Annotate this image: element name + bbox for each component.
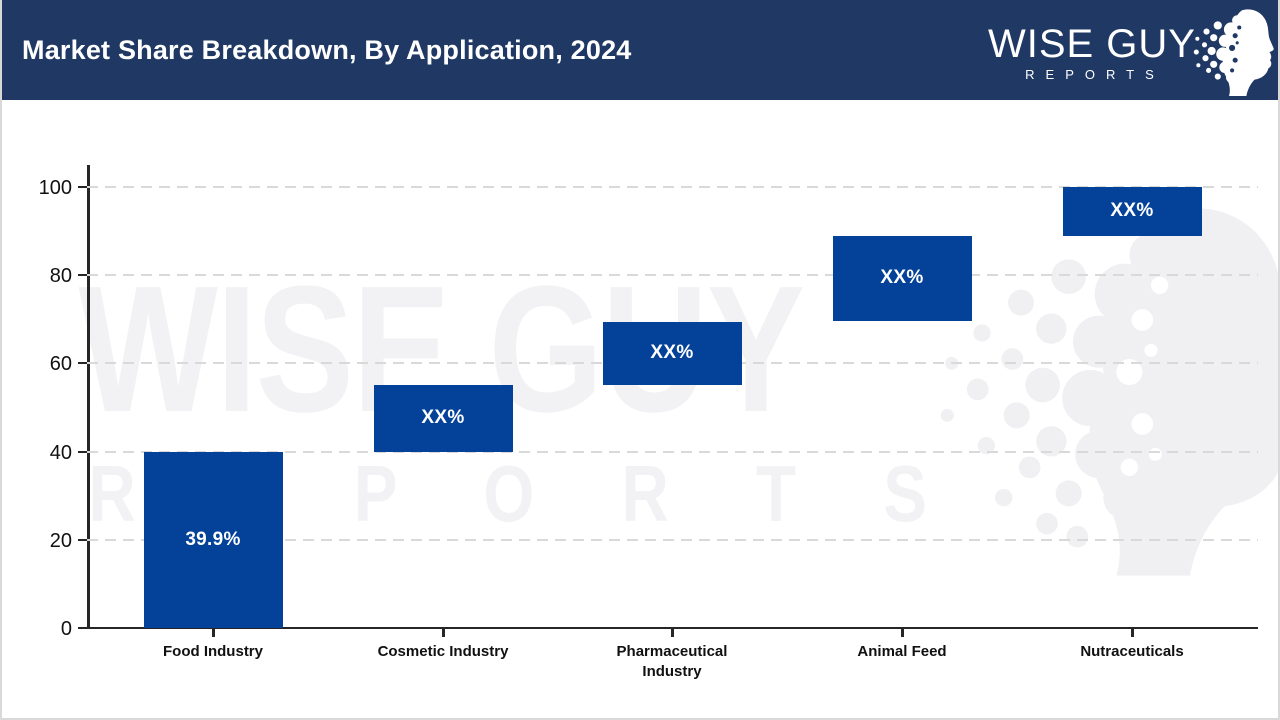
bar-value-label: 39.9% xyxy=(185,529,241,550)
bar-cosmetic-industry: XX% xyxy=(373,384,513,453)
bar-value-label: XX% xyxy=(880,267,924,289)
logo-reports-text: REPORTS xyxy=(1025,66,1165,82)
y-tick-mark xyxy=(78,186,87,188)
gridline-y20 xyxy=(87,538,1258,541)
bar-value-label: XX% xyxy=(1110,200,1154,222)
y-tick-label: 100 xyxy=(38,177,72,199)
gridline-y100 xyxy=(87,186,1258,188)
gridline-y80 xyxy=(87,274,1258,277)
x-category-label: Cosmetic Industry xyxy=(377,643,509,660)
bar-food-industry: 39.9% xyxy=(143,452,283,628)
x-tick-mark xyxy=(211,628,215,637)
y-tick-mark xyxy=(78,274,87,277)
x-category-label: Food Industry xyxy=(163,643,263,660)
logo-face-icon xyxy=(1182,5,1274,97)
header-bar: Market Share Breakdown, By Application, … xyxy=(2,0,1278,100)
y-tick-label: 20 xyxy=(49,529,72,552)
y-axis-line xyxy=(87,165,90,628)
y-tick-mark xyxy=(78,362,87,365)
bar-animal-feed: XX% xyxy=(832,235,972,322)
gridline-y40 xyxy=(87,450,1258,453)
bar-value-label: XX% xyxy=(421,407,465,429)
logo-wiseguy-text: WISE GUY xyxy=(987,21,1196,66)
y-tick-label: 80 xyxy=(49,265,72,288)
y-tick-mark xyxy=(78,538,87,541)
bar-value-label: XX% xyxy=(650,342,694,364)
bar-nutraceuticals: XX% xyxy=(1062,187,1202,236)
x-tick-mark xyxy=(670,628,674,637)
y-tick-label: 60 xyxy=(49,353,72,376)
bar-pharmaceutical-industry: XX% xyxy=(602,321,742,385)
x-category-label: Pharmaceutical Industry xyxy=(616,643,728,681)
x-category-label: Animal Feed xyxy=(857,643,947,660)
y-tick-mark xyxy=(78,627,87,629)
x-category-label: Nutraceuticals xyxy=(1080,643,1184,660)
x-tick-mark xyxy=(441,628,445,637)
x-axis-line xyxy=(87,626,1258,629)
y-tick-mark xyxy=(78,450,87,453)
x-tick-mark xyxy=(900,628,904,637)
y-tick-label: 40 xyxy=(49,441,72,464)
y-tick-label: 0 xyxy=(60,618,72,640)
chart-title: Market Share Breakdown, By Application, … xyxy=(22,34,632,65)
brand-logo-text: WISE GUY REPORTS xyxy=(988,24,1196,81)
brand-logo: WISE GUY REPORTS xyxy=(988,4,1274,98)
x-tick-mark xyxy=(1130,628,1134,637)
